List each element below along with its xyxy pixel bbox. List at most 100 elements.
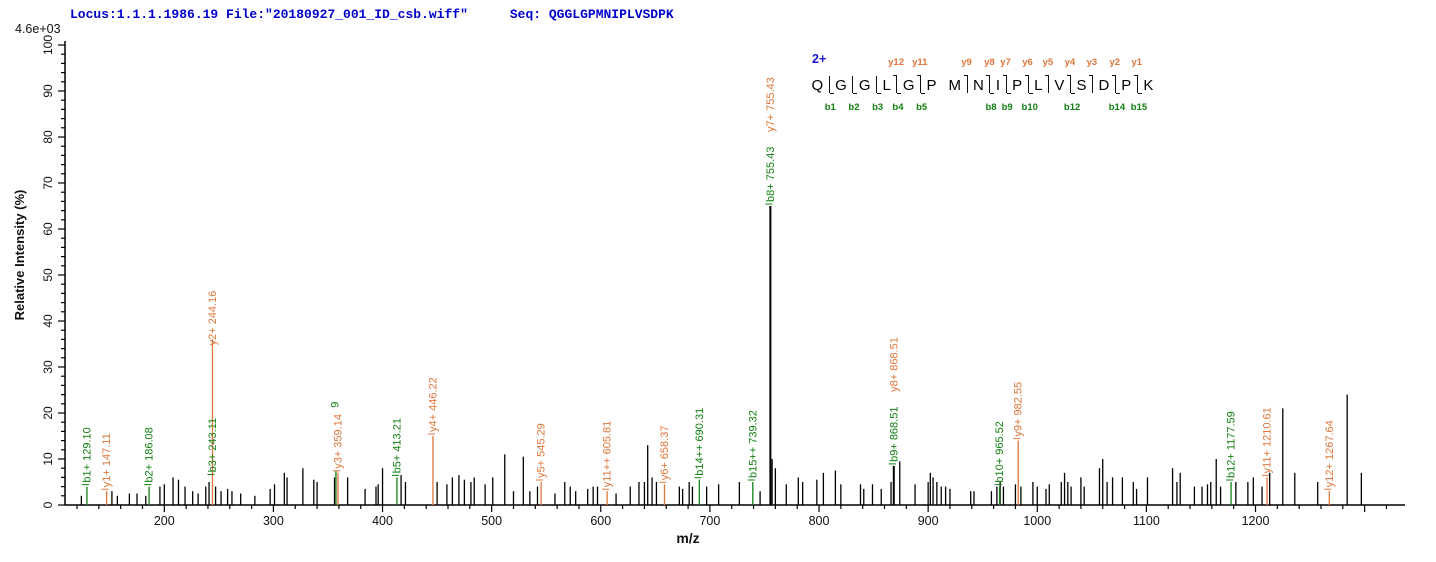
cleavage-line	[1044, 75, 1049, 93]
peptide-residue: M	[948, 76, 962, 94]
peak-label: y9+ 982.55	[1013, 382, 1025, 437]
y-tick-label: 50	[41, 268, 55, 282]
y-ion-label: y8	[984, 57, 995, 68]
peptide-residue: N	[973, 76, 984, 94]
peak-label: b12+ 1177.59	[1226, 411, 1238, 478]
x-tick-label: 800	[809, 514, 830, 528]
fragmentation-mark: y3	[1087, 57, 1097, 100]
x-tick-label: 300	[263, 514, 284, 528]
peak-label: b10+ 965.52	[994, 421, 1006, 482]
peak-label: y11+ 1210.61	[1262, 407, 1274, 473]
y-ion-label: y12	[888, 57, 904, 68]
fragmentation-mark: b2	[848, 70, 860, 113]
y-tick-label: 10	[41, 452, 55, 466]
b-ion-label: b10	[1021, 102, 1038, 113]
b-ion-label: b2	[848, 102, 860, 113]
fragmentation-mark: y6 b10	[1022, 57, 1038, 113]
b-ion-label: b8	[985, 102, 997, 113]
y-ion-label: y6	[1022, 57, 1033, 68]
peptide-residue: S	[1076, 76, 1087, 94]
fragmentation-mark: y2 b14	[1109, 57, 1125, 113]
fragmentation-mark: y1 b15	[1131, 57, 1147, 113]
peptide-residue: P	[926, 76, 937, 94]
x-tick-label: 1000	[1023, 514, 1051, 528]
cleavage-line	[893, 75, 902, 94]
peptide-residue: G	[858, 76, 871, 94]
b-ion-label: b1	[824, 102, 836, 113]
y-ion-label: y5	[1042, 57, 1054, 68]
y-ion-label: y2	[1109, 57, 1121, 68]
cleavage-line	[1066, 75, 1075, 94]
x-tick-label: 400	[372, 514, 393, 528]
peptide-residue: I	[995, 76, 1001, 94]
y-tick-label: 80	[41, 130, 55, 144]
cleavage-line	[1024, 75, 1033, 94]
b-ion-label: b9	[1001, 102, 1013, 113]
peak-label: 9	[329, 402, 341, 408]
cleavage-line	[828, 76, 834, 94]
cleavage-line	[1002, 75, 1011, 94]
fragmentation-mark: b3	[872, 70, 883, 113]
header-bar: Locus:1.1.1.1986.19 File:"20180927_001_I…	[70, 7, 674, 22]
cleavage-line	[876, 76, 882, 94]
peak-label: y3+ 359.14	[332, 414, 344, 469]
x-tick-label: 200	[154, 514, 175, 528]
cleavage-line	[1088, 75, 1093, 93]
peptide-residue: P	[1012, 76, 1023, 94]
peak-label: b5+ 413.21	[391, 418, 403, 473]
b-ion-label: b12	[1063, 102, 1081, 113]
peak-label: y12+ 1267.64	[1324, 420, 1336, 487]
y-ion-label: y4	[1064, 57, 1076, 68]
x-tick-label: 900	[918, 514, 939, 528]
x-tick-label: 500	[481, 514, 502, 528]
y-tick-label: 30	[41, 360, 55, 374]
precursor-charge-label: 2+	[812, 52, 827, 66]
y-tick-label: 0	[41, 501, 55, 508]
peak-label: y4+ 446.22	[427, 377, 439, 432]
y-axis-title: Relative Intensity (%)	[12, 190, 27, 321]
cleavage-line	[917, 75, 926, 94]
fragmentation-mark: y7 b9	[1000, 57, 1012, 113]
y-tick-label: 90	[41, 84, 55, 98]
peak-label: y8+ 868.51	[888, 337, 900, 392]
y-tick-label: 40	[41, 314, 55, 328]
b-ion-label: b15	[1130, 102, 1148, 113]
x-tick-label: 700	[699, 514, 720, 528]
intensity-scale-label: 4.6e+03	[15, 22, 61, 36]
sequence-text: Seq: QGGLGPMNIPLVSDPK	[509, 7, 674, 22]
b-ion-label: b14	[1108, 102, 1126, 113]
peak-label: b3+ 243.11	[207, 418, 219, 473]
peak-label: b9+ 868.51	[888, 407, 900, 462]
peak-label: y7+ 755.43	[765, 77, 777, 132]
fragmentation-mark: y12 b4	[888, 57, 904, 113]
peak-label: y11++ 605.81	[602, 421, 614, 487]
locus-file-text: Locus:1.1.1.1986.19 File:"20180927_001_I…	[70, 7, 468, 22]
peak-label: b15++ 739.32	[747, 410, 759, 478]
peak-label: b1+ 129.10	[81, 427, 93, 482]
y-ion-label: y7	[1000, 57, 1011, 68]
fragmentation-mark: y9	[961, 57, 972, 100]
b-ion-label: b4	[892, 102, 904, 113]
peak-label: y1+ 147.11	[101, 433, 113, 487]
fragmentation-mark: y11 b5	[912, 57, 927, 113]
x-tick-label: 1100	[1133, 514, 1160, 528]
y-tick-label: 60	[41, 222, 55, 236]
y-ion-label: y9	[961, 57, 972, 68]
peptide-residue: L	[882, 76, 891, 94]
cleavage-line	[963, 75, 968, 93]
peptide-residue: Q	[811, 76, 824, 94]
x-axis-title: m/z	[676, 530, 699, 546]
peak-label: b14++ 690.31	[694, 408, 706, 476]
peak-label: y6+ 658.37	[659, 426, 671, 481]
peak-label: b8+ 755.43	[765, 147, 777, 202]
y-tick-label: 70	[41, 176, 55, 190]
cleavage-line	[986, 75, 995, 94]
fragmentation-mark: y4 b12	[1064, 57, 1080, 113]
fragmentation-mark: b1	[825, 70, 836, 113]
peak-label: y2+ 244.16	[207, 291, 219, 346]
b-ion-label: b5	[916, 102, 928, 113]
peptide-residue: P	[1121, 76, 1132, 94]
